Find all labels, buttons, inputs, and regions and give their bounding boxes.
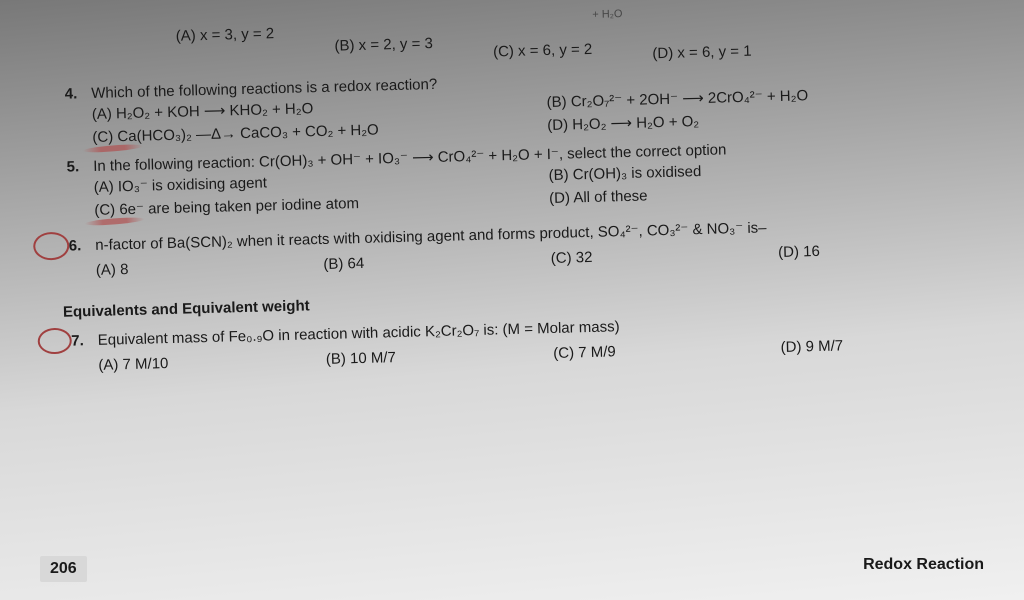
q6-opt-d: (D) 16 — [778, 237, 986, 263]
chapter-title: Redox Reaction — [863, 556, 984, 582]
qnum-7: 7. — [44, 330, 99, 377]
q6-opt-c: (C) 32 — [550, 243, 758, 269]
question-5: 5. In the following reaction: Cr(OH)₃ + … — [39, 133, 984, 223]
qnum-6: 6. — [41, 235, 96, 282]
q7-opt-d: (D) 9 M/7 — [780, 332, 988, 358]
page-number: 206 — [40, 556, 87, 582]
q7-opt-b: (B) 10 M/7 — [326, 344, 534, 370]
q7-opt-a: (A) 7 M/10 — [98, 350, 306, 376]
opt-c: (C) x = 6, y = 2 — [493, 39, 593, 69]
qnum-5: 5. — [39, 156, 95, 222]
q6-opt-a: (A) 8 — [96, 255, 304, 281]
page-footer: 206 Redox Reaction — [40, 556, 984, 582]
q7-opt-c: (C) 7 M/9 — [553, 338, 761, 364]
opt-d: (D) x = 6, y = 1 — [652, 41, 752, 65]
q6-opt-b: (B) 64 — [323, 249, 531, 275]
qnum-4: 4. — [37, 83, 93, 149]
opt-b: (B) x = 2, y = 3 — [334, 33, 433, 73]
question-6: 6. n-factor of Ba(SCN)₂ when it reacts w… — [41, 212, 986, 283]
